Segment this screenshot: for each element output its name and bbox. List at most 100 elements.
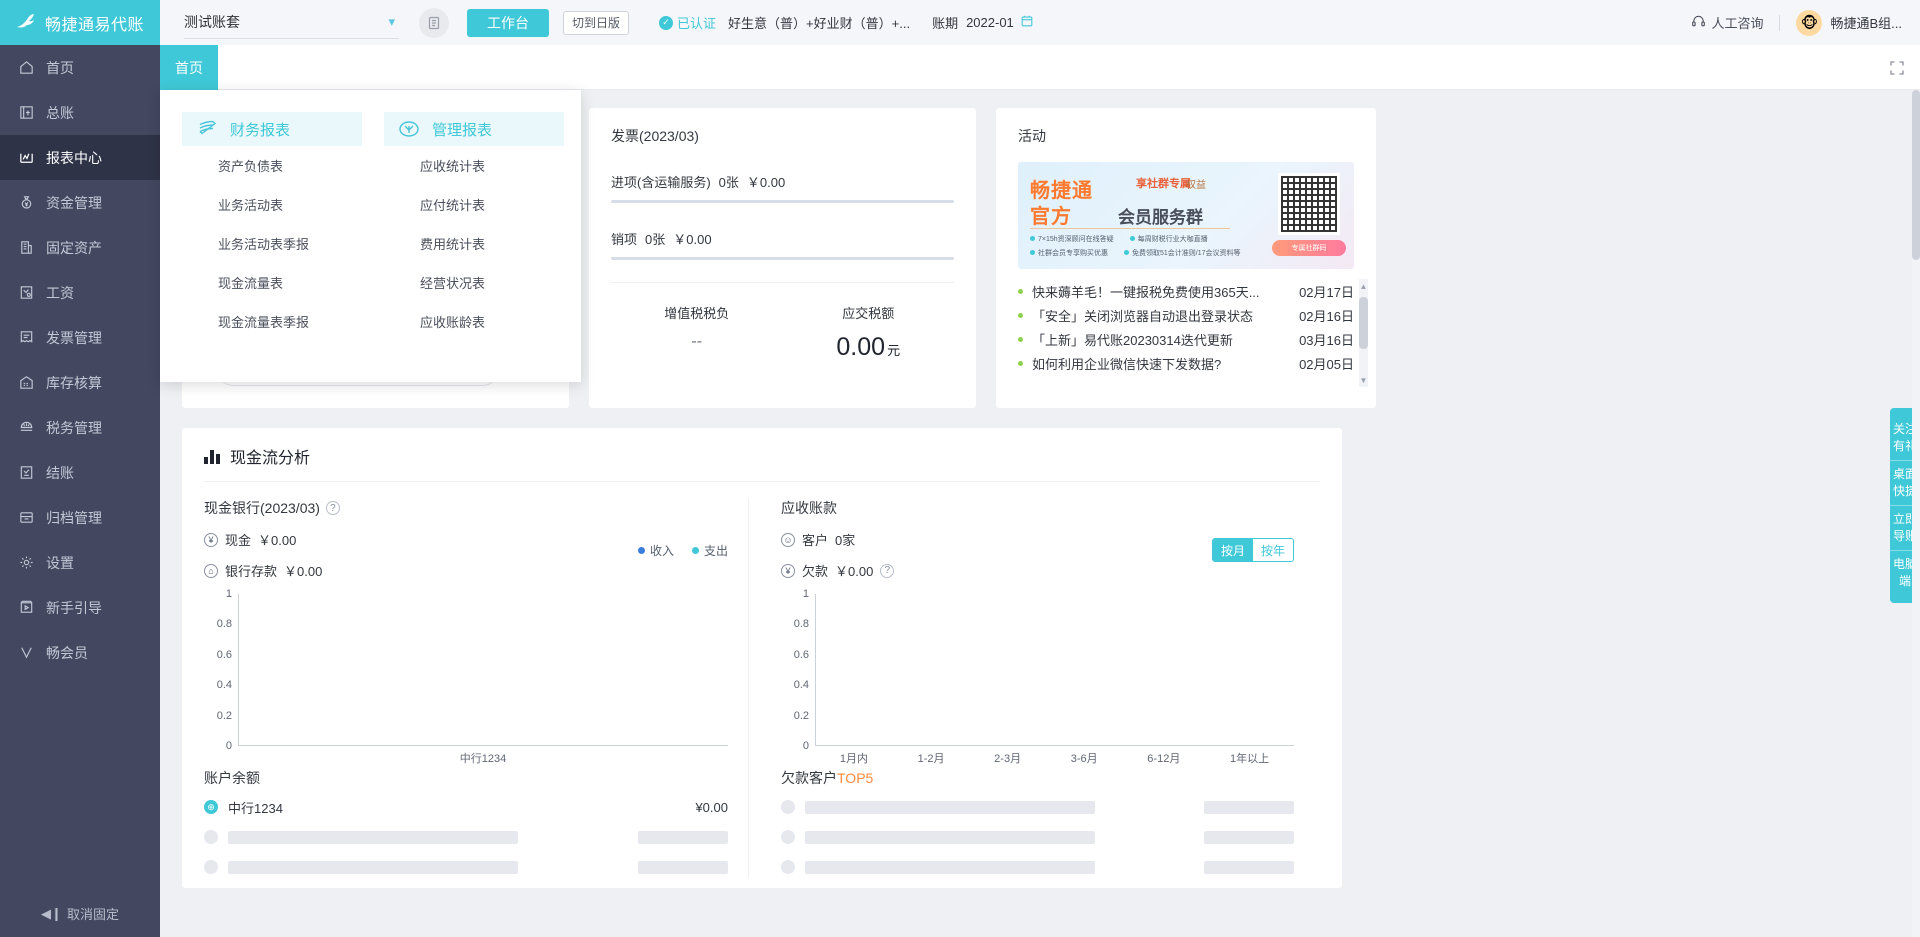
news-scrollbar[interactable]: ▲ ▼ bbox=[1359, 279, 1368, 387]
consult-button[interactable]: 人工咨询 bbox=[1691, 13, 1763, 32]
workbench-button[interactable]: 工作台 bbox=[467, 8, 549, 37]
menu-item-operating-status[interactable]: 经营状况表 bbox=[420, 276, 486, 291]
brand-logo-area[interactable]: 畅捷通易代账 bbox=[0, 0, 160, 45]
question-icon[interactable]: ? bbox=[325, 501, 340, 515]
toggle-by-year[interactable]: 按年 bbox=[1253, 539, 1293, 561]
vat-burden-cell: 增值税税负 -- bbox=[611, 303, 783, 362]
menu-item-balance-sheet[interactable]: 资产负债表 bbox=[218, 159, 284, 174]
menu-item-business-activity-quarterly[interactable]: 业务活动表季报 bbox=[218, 237, 310, 252]
news-title: 「安全」关闭浏览器自动退出登录状态 bbox=[1032, 308, 1254, 324]
sidebar-item-inventory[interactable]: 库存核算 bbox=[0, 360, 160, 405]
collapse-label: 取消固定 bbox=[66, 907, 119, 922]
menu-item-cash-flow-quarterly[interactable]: 现金流量表季报 bbox=[218, 315, 310, 330]
sidebar-item-settings[interactable]: 设置 bbox=[0, 540, 160, 585]
skeleton-bar bbox=[638, 830, 728, 844]
bullet-dot-icon bbox=[1129, 236, 1135, 241]
menu-item-business-activity[interactable]: 业务活动表 bbox=[218, 198, 284, 213]
banner-bullets-row2: 社群会员专享购买优惠 免费领取51会计准则/17会议资料等 bbox=[1030, 248, 1241, 258]
brand-bird-icon bbox=[14, 11, 38, 35]
sidebar-item-tax-management[interactable]: 税务管理 bbox=[0, 405, 160, 450]
page-scrollbar[interactable] bbox=[1912, 90, 1920, 937]
menu-item-cash-flow[interactable]: 现金流量表 bbox=[218, 276, 284, 291]
menu-item-payable-stats[interactable]: 应付统计表 bbox=[420, 198, 486, 213]
question-icon[interactable]: ? bbox=[880, 563, 895, 578]
list-item[interactable]: 快来薅羊毛！一键报税免费使用365天... 02月17日 bbox=[1018, 279, 1354, 303]
sidebar: 首页 总账 报表中心 资金管理 固定资产 工资 发票管理 库存核算 bbox=[0, 45, 160, 937]
payroll-icon bbox=[18, 284, 35, 301]
y-axis: 1 0.8 0.6 0.4 0.2 0 bbox=[204, 588, 236, 752]
debt-value: ￥0.00 bbox=[835, 564, 874, 579]
list-item[interactable]: 如何利用企业微信快速下发数据? 02月05日 bbox=[1018, 351, 1354, 375]
switch-old-version-button[interactable]: 切到日版 bbox=[563, 10, 630, 35]
sidebar-item-label: 工资 bbox=[46, 284, 74, 301]
shield-icon: ✓ bbox=[659, 15, 674, 30]
placeholder-icon bbox=[781, 860, 795, 874]
table-row[interactable]: ⊕ 中行1234 ¥0.00 bbox=[204, 796, 728, 818]
fullscreen-icon[interactable] bbox=[1888, 59, 1906, 77]
username[interactable]: 畅捷通B组... bbox=[1830, 16, 1902, 31]
menu-item-receivable-aging[interactable]: 应收账龄表 bbox=[420, 315, 486, 330]
legend-item-expense[interactable]: 支出 bbox=[691, 542, 728, 559]
news-title: 「上新」易代账20230314迭代更新 bbox=[1032, 332, 1233, 348]
sidebar-item-label: 发票管理 bbox=[46, 329, 102, 346]
tab-home[interactable]: 首页 bbox=[160, 45, 218, 90]
account-set-value: 测试账套 bbox=[184, 14, 240, 30]
x-tick: 2-3月 bbox=[994, 753, 1022, 765]
sidebar-item-vip[interactable]: 畅会员 bbox=[0, 630, 160, 675]
tax-summary-row: 增值税税负 -- 应交税额 0.00 元 bbox=[611, 303, 954, 362]
rtab-desktop-shortcut[interactable]: 桌面 快捷 bbox=[1890, 460, 1920, 505]
sidebar-item-report-center[interactable]: 报表中心 bbox=[0, 135, 160, 180]
rtab-pc-client[interactable]: 电脑端 bbox=[1890, 550, 1920, 595]
avatar[interactable]: 🐵 bbox=[1796, 9, 1823, 36]
banner-divider bbox=[1030, 228, 1230, 229]
list-item[interactable]: 「安全」关闭浏览器自动退出登录状态 02月16日 bbox=[1018, 303, 1354, 327]
sidebar-item-invoice-management[interactable]: 发票管理 bbox=[0, 315, 160, 360]
rtab-import-now[interactable]: 立即 导账 bbox=[1890, 505, 1920, 550]
menu-item-receivable-stats[interactable]: 应收统计表 bbox=[420, 159, 486, 174]
invoice-input-label: 进项(含运输服务) bbox=[611, 175, 711, 190]
clipboard-icon[interactable] bbox=[419, 7, 449, 38]
customer-label: 客户 bbox=[802, 533, 829, 548]
sidebar-item-guide[interactable]: 新手引导 bbox=[0, 585, 160, 630]
divider bbox=[204, 481, 1320, 482]
bank-icon: ⌂ bbox=[204, 563, 218, 578]
chevron-up-icon[interactable]: ▲ bbox=[1359, 281, 1368, 291]
bullet-dot-icon bbox=[1030, 250, 1035, 255]
activity-card: 活动 畅捷通 享社群专属 权益 官方 会员服务群 7×15h资深顾问在线答疑 每… bbox=[996, 108, 1376, 408]
bank-account-icon: ⊕ bbox=[204, 800, 218, 814]
collapse-sidebar-button[interactable]: ◀❙ 取消固定 bbox=[0, 904, 160, 923]
plot-area bbox=[238, 594, 728, 746]
guide-icon bbox=[18, 599, 35, 616]
sidebar-item-label: 结账 bbox=[46, 464, 74, 481]
vat-burden-label: 增值税税负 bbox=[664, 306, 730, 321]
sidebar-item-fixed-assets[interactable]: 固定资产 bbox=[0, 225, 160, 270]
report-center-mega-menu: 财务报表 资产负债表 业务活动表 业务活动表季报 现金流量表 现金流量表季报 管… bbox=[160, 90, 581, 382]
sidebar-item-label: 首页 bbox=[46, 59, 74, 76]
sidebar-item-home[interactable]: 首页 bbox=[0, 45, 160, 90]
menu-item-expense-stats[interactable]: 费用统计表 bbox=[420, 237, 486, 252]
sidebar-item-closing[interactable]: 结账 bbox=[0, 450, 160, 495]
period-value[interactable]: 2022-01 bbox=[966, 15, 1014, 30]
sidebar-item-ledger[interactable]: 总账 bbox=[0, 90, 160, 135]
toggle-by-month[interactable]: 按月 bbox=[1213, 539, 1253, 561]
y-tick: 0.8 bbox=[793, 618, 809, 631]
sidebar-item-archive[interactable]: 归档管理 bbox=[0, 495, 160, 540]
account-name: 中行1234 bbox=[228, 800, 283, 816]
cash-value: ￥0.00 bbox=[258, 533, 297, 548]
sidebar-item-payroll[interactable]: 工资 bbox=[0, 270, 160, 315]
list-item[interactable]: 「上新」易代账20230314迭代更新 03月16日 bbox=[1018, 327, 1354, 351]
x-tick: 1年以上 bbox=[1229, 753, 1270, 765]
qr-code-icon bbox=[1278, 173, 1340, 235]
legend-item-income[interactable]: 收入 bbox=[637, 542, 674, 559]
calendar-icon[interactable] bbox=[1020, 14, 1034, 31]
chevron-down-icon[interactable]: ▼ bbox=[1359, 375, 1368, 385]
rtab-follow[interactable]: 关注 有礼 bbox=[1892, 422, 1917, 453]
yen-icon: ¥ bbox=[781, 563, 795, 578]
account-set-select[interactable]: 测试账套 ▾ bbox=[184, 7, 399, 39]
period-toggle[interactable]: 按月 按年 bbox=[1212, 538, 1294, 562]
promo-banner[interactable]: 畅捷通 享社群专属 权益 官方 会员服务群 7×15h资深顾问在线答疑 每周财税… bbox=[1018, 162, 1354, 269]
skeleton-bar bbox=[1204, 800, 1294, 814]
sidebar-item-fund-management[interactable]: 资金管理 bbox=[0, 180, 160, 225]
money-bag-icon bbox=[18, 194, 35, 211]
placeholder-icon bbox=[204, 830, 218, 844]
